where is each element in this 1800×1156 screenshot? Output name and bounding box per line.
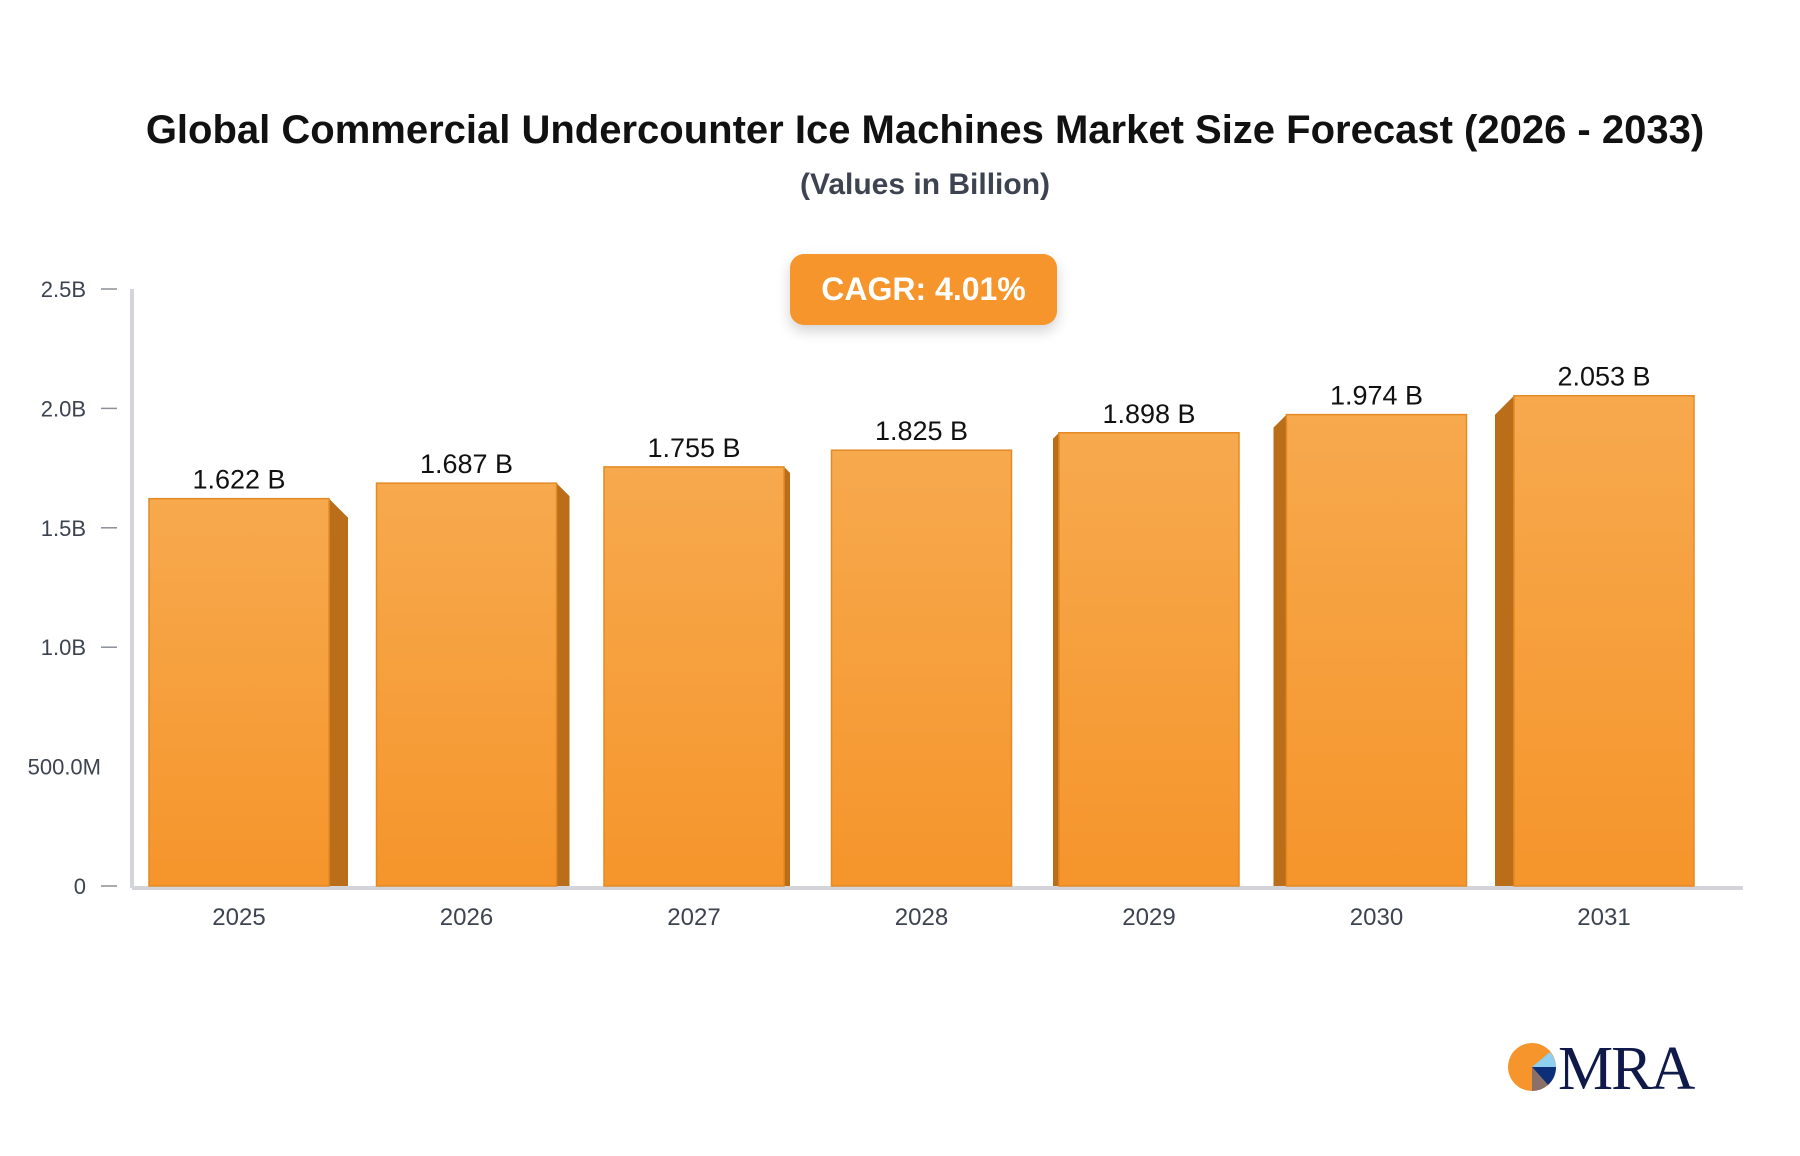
x-tick-label: 2030 bbox=[1350, 904, 1403, 931]
y-tick-label: 1.5B bbox=[41, 516, 86, 541]
bar bbox=[1513, 394, 1695, 887]
bar bbox=[830, 449, 1013, 887]
logo-text: MRA bbox=[1558, 1035, 1695, 1103]
data-label: 2.053 B bbox=[1557, 362, 1650, 392]
mra-logo: MRA bbox=[1506, 1035, 1696, 1103]
bar-side bbox=[556, 483, 570, 886]
x-tick-label: 2025 bbox=[212, 904, 265, 931]
x-tick-label: 2026 bbox=[440, 904, 493, 931]
bar bbox=[375, 482, 558, 887]
y-tick-label: 0 bbox=[74, 874, 86, 899]
data-label: 1.825 B bbox=[875, 416, 968, 446]
y-tick-label: 2.5B bbox=[41, 277, 86, 302]
bar-side bbox=[1053, 432, 1059, 886]
bar-side bbox=[1495, 395, 1514, 886]
pie-logo-icon bbox=[1508, 1043, 1557, 1092]
data-label: 1.898 B bbox=[1102, 399, 1195, 429]
bar bbox=[148, 497, 330, 887]
x-tick-label: 2027 bbox=[667, 904, 720, 931]
x-tick-label: 2029 bbox=[1122, 904, 1175, 931]
chart-title: Global Commercial Undercounter Ice Machi… bbox=[145, 108, 1705, 152]
bar-side bbox=[784, 466, 790, 886]
bar bbox=[603, 466, 785, 887]
chart-subtitle: (Values in Billion) bbox=[799, 168, 1051, 201]
y-tick-label: 2.0B bbox=[41, 396, 86, 421]
y-tick-label: 500.0M bbox=[28, 755, 101, 780]
y-tick-label: 1.0B bbox=[41, 635, 86, 660]
bar bbox=[1285, 413, 1468, 887]
bar-side bbox=[1273, 414, 1287, 886]
x-tick-label: 2028 bbox=[895, 904, 948, 931]
cagr-badge: CAGR: 4.01% bbox=[790, 254, 1057, 325]
data-label: 1.622 B bbox=[192, 465, 285, 495]
x-tick-label: 2031 bbox=[1577, 904, 1630, 931]
data-label: 1.974 B bbox=[1330, 381, 1423, 411]
data-label: 1.755 B bbox=[647, 433, 740, 463]
data-label: 1.687 B bbox=[420, 449, 513, 479]
bar bbox=[1058, 432, 1240, 887]
bar-side bbox=[329, 498, 348, 886]
